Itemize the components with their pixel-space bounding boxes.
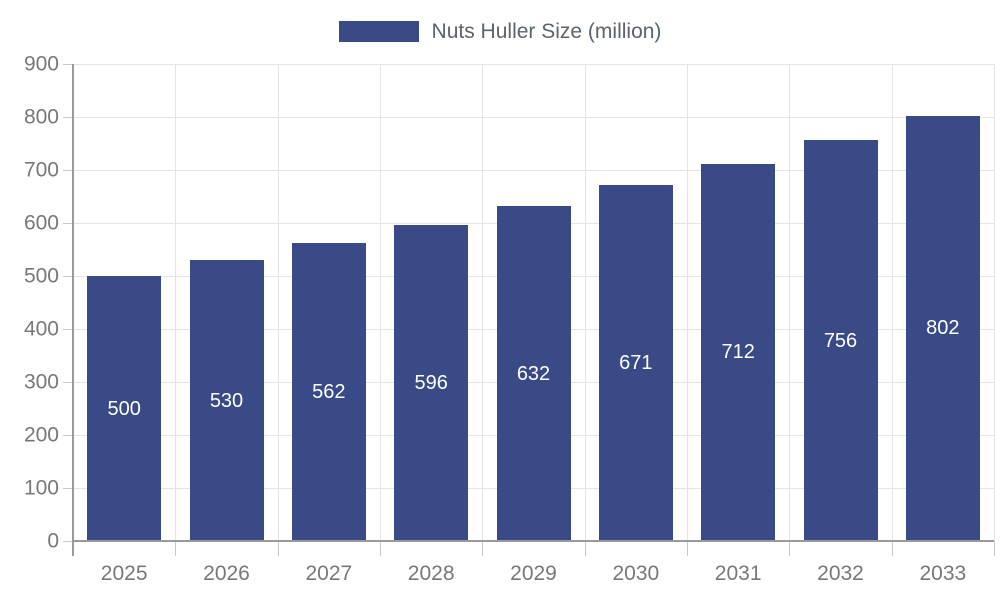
- y-tick: [63, 117, 73, 118]
- y-tick-label: 700: [23, 158, 59, 182]
- x-tick: [380, 541, 381, 556]
- x-gridline: [584, 64, 586, 541]
- x-tick-label: 2025: [100, 562, 148, 585]
- y-axis-line: [72, 64, 74, 556]
- y-tick: [63, 223, 73, 224]
- y-gridline: [73, 170, 994, 171]
- x-tick-label: 2029: [510, 562, 557, 585]
- y-tick: [63, 488, 73, 489]
- bar-value-label: 596: [414, 372, 448, 395]
- bar-value-label: 756: [823, 329, 858, 352]
- x-tick: [584, 541, 586, 556]
- x-gridline: [789, 64, 791, 541]
- x-tick-label: 2030: [612, 562, 660, 585]
- x-tick-label: 2026: [203, 562, 250, 585]
- y-tick-label: 800: [23, 105, 59, 129]
- x-tick: [687, 541, 688, 556]
- y-tick-label: 400: [23, 317, 59, 341]
- y-gridline: [73, 64, 994, 65]
- y-tick-label: 300: [23, 370, 59, 394]
- x-tick-label: 2032: [817, 562, 864, 585]
- x-tick-label: 2033: [919, 562, 967, 585]
- y-tick: [63, 541, 73, 542]
- legend-item[interactable]: Nuts Huller Size (million): [0, 21, 1000, 42]
- y-tick: [63, 329, 73, 330]
- x-axis-line: [73, 540, 994, 542]
- y-tick-label: 200: [23, 423, 59, 447]
- y-tick: [63, 64, 73, 65]
- y-tick: [63, 382, 73, 383]
- bar[interactable]: 671: [598, 185, 673, 541]
- x-gridline: [482, 64, 484, 541]
- bar-value-label: 500: [107, 397, 141, 420]
- x-tick-label: 2028: [407, 562, 455, 585]
- x-tick: [891, 541, 893, 556]
- bar-value-label: 712: [721, 341, 755, 364]
- y-tick: [63, 276, 73, 277]
- bar[interactable]: 802: [905, 115, 980, 541]
- y-tick-label: 900: [23, 52, 59, 76]
- bar[interactable]: 500: [87, 276, 162, 541]
- y-tick-label: 500: [23, 264, 59, 288]
- x-gridline: [277, 64, 279, 541]
- y-tick-label: 100: [23, 476, 59, 500]
- bar-value-label: 530: [209, 389, 244, 412]
- x-gridline: [994, 64, 995, 541]
- legend-label: Nuts Huller Size (million): [431, 20, 662, 43]
- x-tick: [994, 541, 995, 556]
- y-gridline: [73, 117, 994, 118]
- bar[interactable]: 756: [803, 140, 878, 541]
- y-tick: [63, 435, 73, 436]
- bar[interactable]: 632: [496, 206, 571, 541]
- x-tick: [482, 541, 484, 556]
- legend-swatch: [338, 21, 419, 42]
- y-tick: [63, 170, 73, 171]
- bar[interactable]: 596: [394, 225, 469, 541]
- y-tick-label: 0: [47, 529, 59, 553]
- x-tick: [789, 541, 791, 556]
- x-tick-label: 2031: [714, 562, 762, 585]
- x-gridline: [687, 64, 688, 541]
- x-tick-label: 2027: [305, 562, 353, 585]
- y-tick-label: 600: [23, 211, 59, 235]
- x-gridline: [891, 64, 893, 541]
- bar[interactable]: 562: [291, 243, 366, 541]
- x-gridline: [175, 64, 177, 541]
- bar[interactable]: 712: [701, 163, 776, 541]
- bar-value-label: 562: [312, 381, 346, 404]
- x-gridline: [380, 64, 381, 541]
- bar-value-label: 632: [516, 362, 551, 385]
- bar-value-label: 671: [619, 352, 653, 375]
- bar-value-label: 802: [926, 317, 960, 340]
- bar[interactable]: 530: [189, 260, 264, 541]
- x-tick: [277, 541, 279, 556]
- x-tick: [175, 541, 177, 556]
